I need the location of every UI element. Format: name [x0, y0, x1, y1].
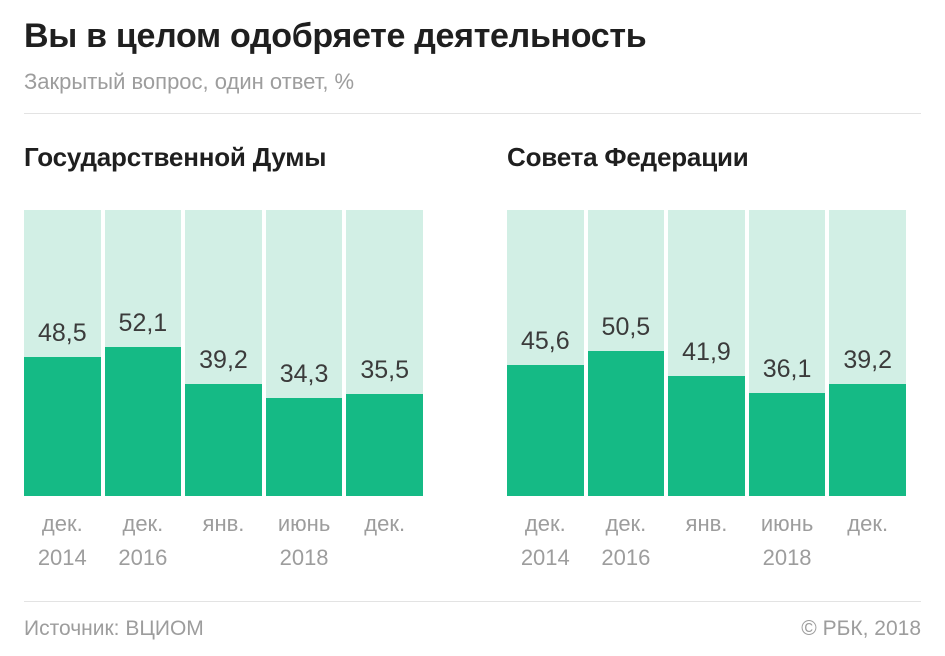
axis-year-label: 2016: [118, 544, 168, 570]
axis-year-label: 2014: [520, 544, 570, 570]
axis-year-label: 2018: [762, 544, 812, 570]
axis-tick: дек. 2014: [507, 507, 584, 575]
bar: [748, 392, 826, 496]
axis-month-label: дек.: [524, 510, 566, 536]
axis-tick: янв.: [668, 507, 745, 575]
chart-column: 39,2 дек.: [829, 209, 906, 575]
value-label: 41,9: [682, 337, 731, 366]
bar: [507, 365, 584, 496]
bar: [104, 346, 182, 496]
axis-month-label: дек.: [847, 510, 889, 536]
column-track: 39,2: [185, 209, 262, 496]
chart-column: 52,1 дек. 2016: [104, 209, 182, 575]
chart-column: 48,5 дек. 2014: [24, 209, 101, 575]
column-track: 52,1: [104, 209, 182, 496]
axis-year-label: [668, 541, 745, 575]
axis-year-label: [346, 541, 423, 575]
chart-section-state-duma: Государственной Думы 48,5 дек. 2014 52,1 дек…: [24, 142, 423, 575]
axis-tick: июнь 2018: [266, 507, 343, 575]
chart-column: 34,3 июнь 2018: [265, 209, 343, 575]
column-track: 41,9: [668, 209, 745, 496]
bar: [24, 357, 101, 496]
axis-month-label: янв.: [202, 510, 245, 536]
bar: [265, 397, 343, 496]
axis-month-label: дек.: [122, 510, 164, 536]
page-subtitle: Закрытый вопрос, один ответ, %: [24, 68, 355, 94]
axis-month-label: дек.: [364, 510, 406, 536]
axis-tick: дек. 2016: [105, 507, 182, 575]
chart-column: 39,2 янв.: [185, 209, 262, 575]
bar: [185, 383, 262, 496]
copyright-label: © РБК, 2018: [801, 616, 921, 640]
axis-month-label: янв.: [685, 510, 728, 536]
value-label: 35,5: [360, 356, 409, 385]
axis-tick: янв.: [185, 507, 262, 575]
chart-title-federation-council: Совета Федерации: [507, 141, 749, 172]
column-track: 48,5: [24, 209, 101, 496]
value-label: 52,1: [118, 308, 168, 337]
axis-tick: дек.: [829, 507, 906, 575]
axis-month-label: дек.: [41, 510, 83, 536]
chart-column: 35,5 дек.: [346, 209, 423, 575]
axis-year-label: [185, 541, 262, 575]
column-track: 39,2: [829, 209, 906, 496]
charts-row: Государственной Думы 48,5 дек. 2014 52,1 дек…: [24, 142, 921, 575]
footer: Источник: ВЦИОМ © РБК, 2018: [24, 617, 921, 641]
axis-year-label: [829, 541, 906, 575]
bar: [587, 351, 665, 496]
axis-tick: дек. 2014: [24, 507, 101, 575]
column-track: 45,6: [507, 209, 584, 496]
column-track: 35,5: [346, 209, 423, 496]
axis-year-label: 2014: [37, 544, 87, 570]
chart-title-state-duma: Государственной Думы: [24, 141, 327, 172]
chart-column: 45,6 дек. 2014: [507, 209, 584, 575]
value-label: 48,5: [37, 319, 87, 348]
chart-section-federation-council: Совета Федерации 45,6 дек. 2014 50,5 дек. 201…: [507, 142, 906, 575]
value-label: 34,3: [279, 359, 329, 388]
chart-column: 50,5 дек. 2016: [587, 209, 665, 575]
page-title: Вы в целом одобряете деятельность: [24, 17, 647, 55]
header-divider: [24, 112, 921, 114]
chart-column: 36,1 июнь 2018: [748, 209, 826, 575]
footer-divider: [24, 600, 921, 602]
value-label: 39,2: [199, 345, 248, 374]
value-label: 50,5: [601, 313, 651, 342]
axis-month-label: июнь: [760, 510, 814, 536]
axis-tick: дек. 2016: [588, 507, 665, 575]
axis-tick: июнь 2018: [749, 507, 826, 575]
axis-year-label: 2016: [601, 544, 651, 570]
bar-chart-state-duma: 48,5 дек. 2014 52,1 дек. 2016 39,2 янв. 34,3 июнь…: [24, 209, 423, 575]
axis-year-label: 2018: [279, 544, 329, 570]
bar: [829, 383, 906, 496]
chart-column: 41,9 янв.: [668, 209, 745, 575]
column-track: 50,5: [587, 209, 665, 496]
axis-month-label: дек.: [605, 510, 647, 536]
bar: [346, 394, 423, 496]
axis-tick: дек.: [346, 507, 423, 575]
value-label: 39,2: [843, 345, 892, 374]
column-track: 34,3: [265, 209, 343, 496]
axis-month-label: июнь: [277, 510, 331, 536]
bar-chart-federation-council: 45,6 дек. 2014 50,5 дек. 2016 41,9 янв. 36,1 июнь…: [507, 209, 906, 575]
value-label: 36,1: [762, 354, 812, 383]
value-label: 45,6: [520, 327, 570, 356]
bar: [668, 375, 745, 496]
source-label: Источник: ВЦИОМ: [24, 616, 204, 640]
column-track: 36,1: [748, 209, 826, 496]
